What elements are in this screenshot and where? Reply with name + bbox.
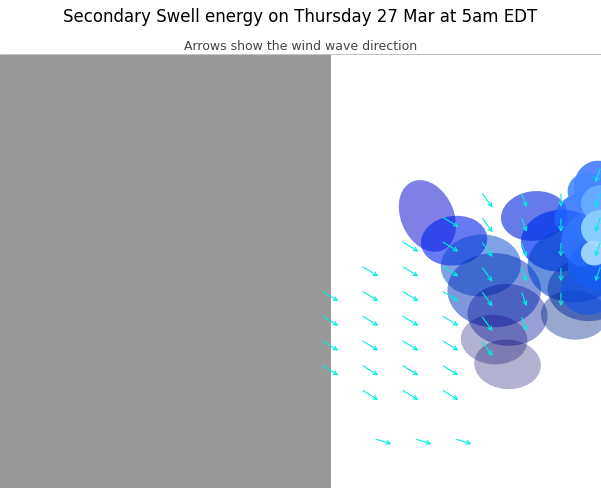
Ellipse shape <box>521 210 601 272</box>
Ellipse shape <box>461 315 528 365</box>
Ellipse shape <box>581 186 601 223</box>
Ellipse shape <box>561 266 601 315</box>
Ellipse shape <box>474 340 541 389</box>
Text: Secondary Swell energy on Thursday 27 Mar at 5am EDT: Secondary Swell energy on Thursday 27 Ma… <box>63 8 538 26</box>
Ellipse shape <box>567 173 601 210</box>
Ellipse shape <box>468 285 548 346</box>
Ellipse shape <box>528 229 601 303</box>
Ellipse shape <box>399 181 456 252</box>
Ellipse shape <box>581 241 601 266</box>
Ellipse shape <box>541 290 601 340</box>
Ellipse shape <box>567 241 601 290</box>
Bar <box>0 56 331 488</box>
Ellipse shape <box>581 210 601 247</box>
Ellipse shape <box>555 192 601 242</box>
Ellipse shape <box>441 235 521 297</box>
Ellipse shape <box>421 216 487 266</box>
Ellipse shape <box>561 210 601 272</box>
Ellipse shape <box>501 192 567 242</box>
Text: Arrows show the wind wave direction: Arrows show the wind wave direction <box>184 40 417 53</box>
Ellipse shape <box>574 162 601 223</box>
Ellipse shape <box>548 260 601 322</box>
Ellipse shape <box>447 254 541 327</box>
